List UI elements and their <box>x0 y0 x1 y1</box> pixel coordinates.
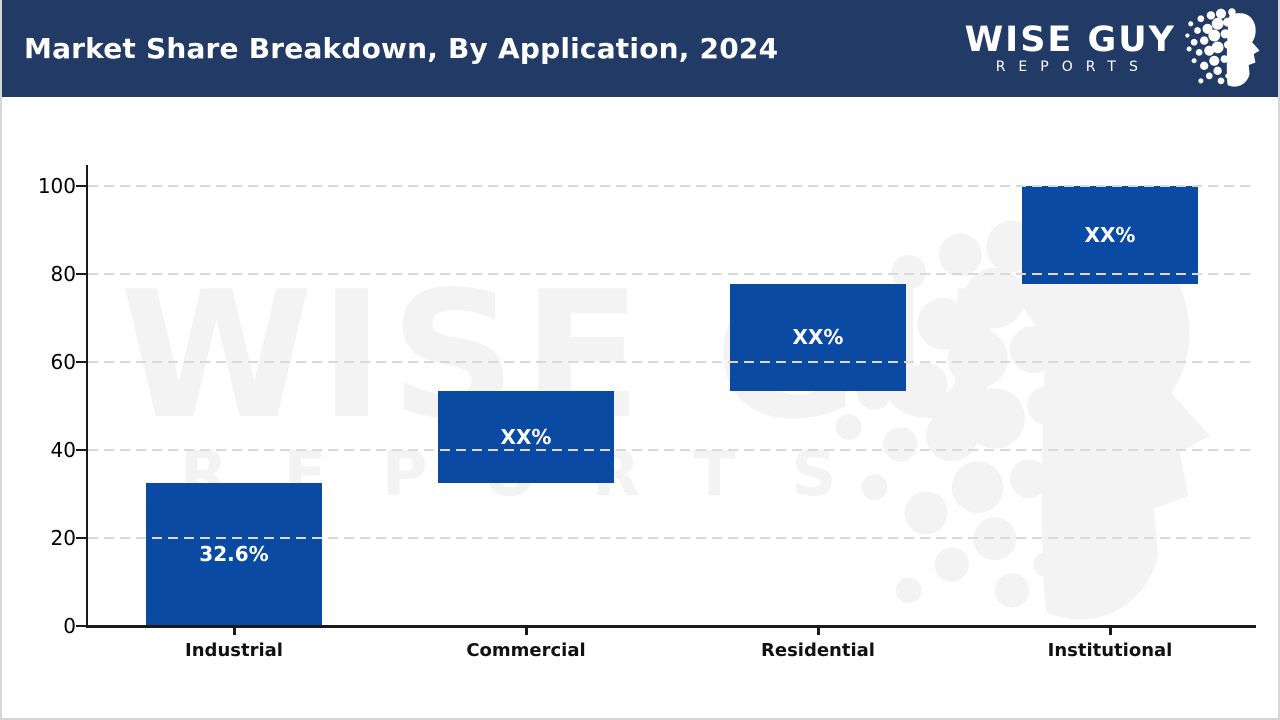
x-axis-line <box>86 625 1256 628</box>
y-tick-label-0: 0 <box>63 614 76 638</box>
y-tick-40 <box>76 449 86 451</box>
bar-value-label-commercial: XX% <box>500 424 552 449</box>
bar-value-label-institutional: XX% <box>1084 222 1136 247</box>
y-tick-label-60: 60 <box>50 350 76 374</box>
waterfall-chart: WISE GUY REPORTS 32.6%XX%XX%XX% 02040608… <box>2 97 1278 718</box>
gridline-y-40 <box>88 449 1256 451</box>
wiseguy-head-icon <box>1178 7 1264 91</box>
gridline-y-60 <box>88 361 1256 363</box>
brand-logo: WISE GUY REPORTS <box>965 7 1264 91</box>
bar-institutional: XX% <box>1022 186 1198 284</box>
brand-logo-text: WISE GUY REPORTS <box>964 19 1176 76</box>
page-title: Market Share Breakdown, By Application, … <box>24 32 779 65</box>
logo-reports-text: REPORTS <box>995 59 1151 76</box>
y-tick-80 <box>76 273 86 275</box>
y-tick-label-80: 80 <box>50 262 76 286</box>
x-tick-institutional <box>1108 626 1112 635</box>
gridline-y-80 <box>88 273 1256 275</box>
x-category-label-residential: Residential <box>761 640 875 661</box>
bar-industrial: 32.6% <box>146 482 322 626</box>
y-tick-label-100: 100 <box>37 174 76 198</box>
bar-value-label-residential: XX% <box>792 325 844 350</box>
bar-value-label-industrial: 32.6% <box>199 542 269 567</box>
y-tick-60 <box>76 361 86 363</box>
logo-wiseguy-text: WISE GUY <box>964 19 1176 60</box>
y-tick-label-20: 20 <box>50 526 76 550</box>
y-tick-label-40: 40 <box>50 438 76 462</box>
x-category-label-industrial: Industrial <box>185 640 283 661</box>
x-category-label-commercial: Commercial <box>466 640 586 661</box>
gridline-y-100 <box>88 185 1256 187</box>
y-axis-line <box>86 165 88 628</box>
y-tick-20 <box>76 537 86 539</box>
x-tick-residential <box>816 626 820 635</box>
bar-commercial: XX% <box>438 391 614 483</box>
bar-residential: XX% <box>730 283 906 392</box>
x-tick-commercial <box>524 626 528 635</box>
header: Market Share Breakdown, By Application, … <box>2 0 1278 97</box>
y-tick-0 <box>76 625 86 627</box>
x-category-label-institutional: Institutional <box>1047 640 1173 661</box>
y-tick-100 <box>76 185 86 187</box>
x-tick-industrial <box>232 626 236 635</box>
gridline-y-20 <box>88 537 1256 539</box>
